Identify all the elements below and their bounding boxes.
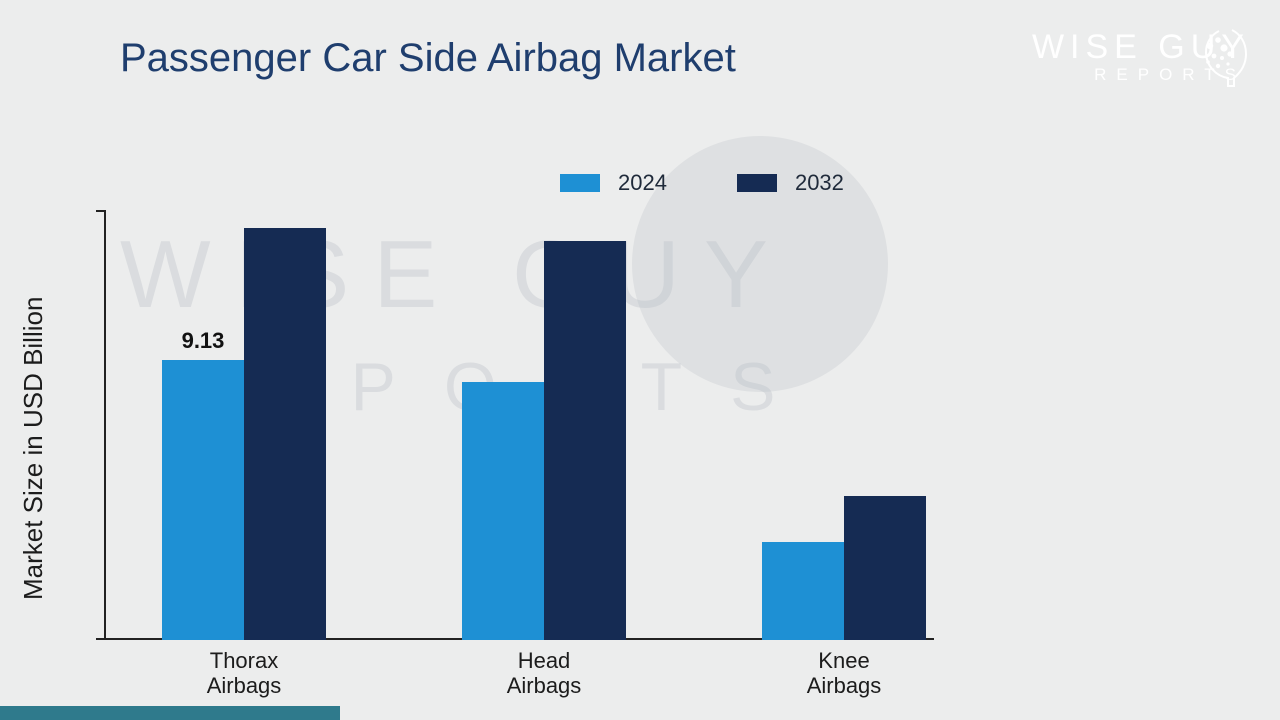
- legend-swatch-2024: [560, 174, 600, 192]
- x-label-line: Airbags: [807, 673, 882, 698]
- legend-item-2024: 2024: [560, 170, 667, 196]
- chart-plot-area: ThoraxAirbagsHeadAirbagsKneeAirbags9.13: [104, 210, 934, 640]
- y-tick-bottom: [96, 638, 104, 640]
- legend-swatch-2032: [737, 174, 777, 192]
- x-label-line: Knee: [818, 648, 869, 673]
- bar-2024: [462, 382, 544, 640]
- x-label-line: Head: [518, 648, 571, 673]
- x-label-line: Thorax: [210, 648, 278, 673]
- y-tick-top: [96, 210, 104, 212]
- legend-label-2032: 2032: [795, 170, 844, 196]
- stage: WISE GUY REPORTS Passenger Car Side Airb…: [0, 0, 1280, 720]
- brand-head-icon: [1188, 26, 1252, 90]
- x-axis-category-label: KneeAirbags: [744, 648, 944, 699]
- y-axis-label: Market Size in USD Billion: [18, 297, 49, 600]
- bar-2032: [844, 496, 926, 640]
- x-axis-category-label: HeadAirbags: [444, 648, 644, 699]
- legend-label-2024: 2024: [618, 170, 667, 196]
- bottom-accent-strip: [0, 706, 340, 720]
- legend-item-2032: 2032: [737, 170, 844, 196]
- x-axis-category-label: ThoraxAirbags: [144, 648, 344, 699]
- brand-logo: WISE GUY REPORTS: [1032, 30, 1250, 84]
- bar-2024: [762, 542, 844, 640]
- x-label-line: Airbags: [507, 673, 582, 698]
- x-label-line: Airbags: [207, 673, 282, 698]
- bar-2032: [544, 241, 626, 640]
- bar-2024: [162, 360, 244, 640]
- bar-2032: [244, 228, 326, 640]
- bar-value-label: 9.13: [162, 328, 244, 354]
- chart-title: Passenger Car Side Airbag Market: [120, 36, 736, 81]
- legend: 2024 2032: [560, 170, 844, 196]
- y-axis-line: [104, 210, 106, 640]
